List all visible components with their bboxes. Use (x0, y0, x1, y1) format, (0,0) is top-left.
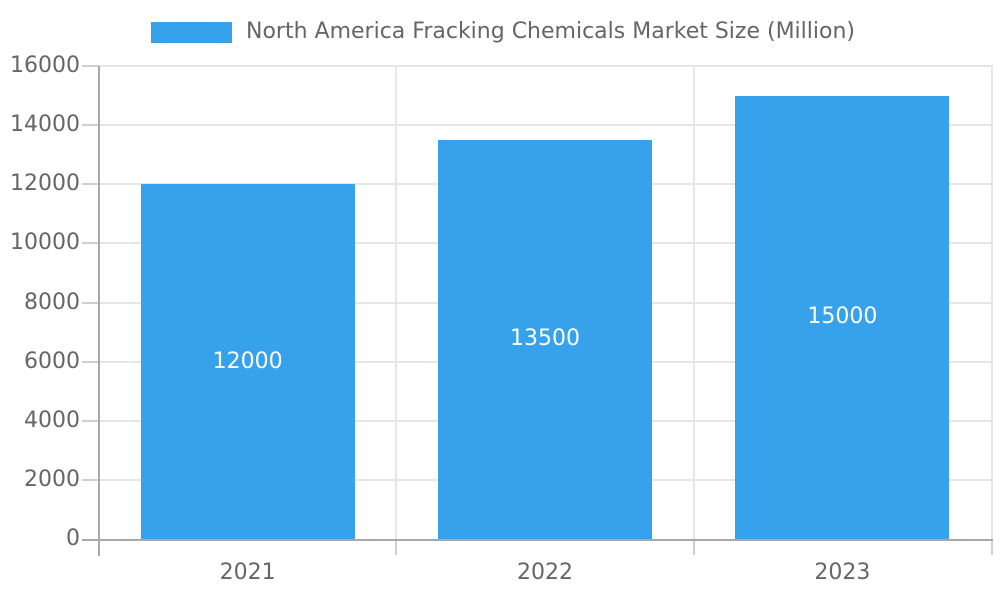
bar-value-label: 13500 (510, 326, 580, 352)
y-axis-tick-label: 4000 (24, 407, 80, 433)
x-axis-tick-label: 2023 (814, 560, 871, 585)
y-axis-tick-label: 8000 (24, 289, 80, 315)
x-tick (395, 539, 398, 555)
y-gridline (99, 124, 993, 127)
y-axis-tick-label: 14000 (10, 112, 80, 138)
y-gridline (99, 65, 993, 67)
bar-value-label: 12000 (212, 348, 283, 374)
x-axis-line (82, 539, 993, 541)
legend-swatch-icon (151, 21, 232, 43)
bar-2023[interactable] (735, 95, 950, 539)
y-tick (82, 478, 99, 481)
bar-2021[interactable] (140, 184, 355, 539)
y-tick (82, 65, 99, 67)
y-tick (82, 242, 99, 245)
x-axis-tick-label: 2022 (517, 560, 573, 585)
y-axis-tick-label: 10000 (10, 230, 80, 256)
category-gridline (395, 66, 398, 539)
x-tick (991, 539, 993, 555)
y-axis-line (98, 66, 100, 556)
category-gridline (692, 66, 695, 539)
y-axis-tick-label: 0 (66, 526, 80, 551)
y-axis-tick-label: 2000 (24, 466, 80, 492)
y-tick (82, 301, 99, 304)
y-tick (82, 124, 99, 127)
y-axis-tick-label: 12000 (10, 171, 80, 197)
y-axis-tick-label: 16000 (10, 53, 80, 78)
legend-item[interactable]: North America Fracking Chemicals Market … (151, 17, 855, 47)
x-tick (692, 539, 695, 555)
y-tick (82, 183, 99, 186)
plot-right-border (991, 66, 993, 539)
legend-label: North America Fracking Chemicals Market … (246, 19, 855, 44)
bar-2022[interactable] (438, 139, 652, 539)
y-tick (82, 419, 99, 422)
x-axis-tick-label: 2021 (219, 560, 276, 585)
bar-value-label: 15000 (807, 304, 878, 330)
y-tick (82, 360, 99, 363)
y-axis-tick-label: 6000 (24, 348, 80, 374)
